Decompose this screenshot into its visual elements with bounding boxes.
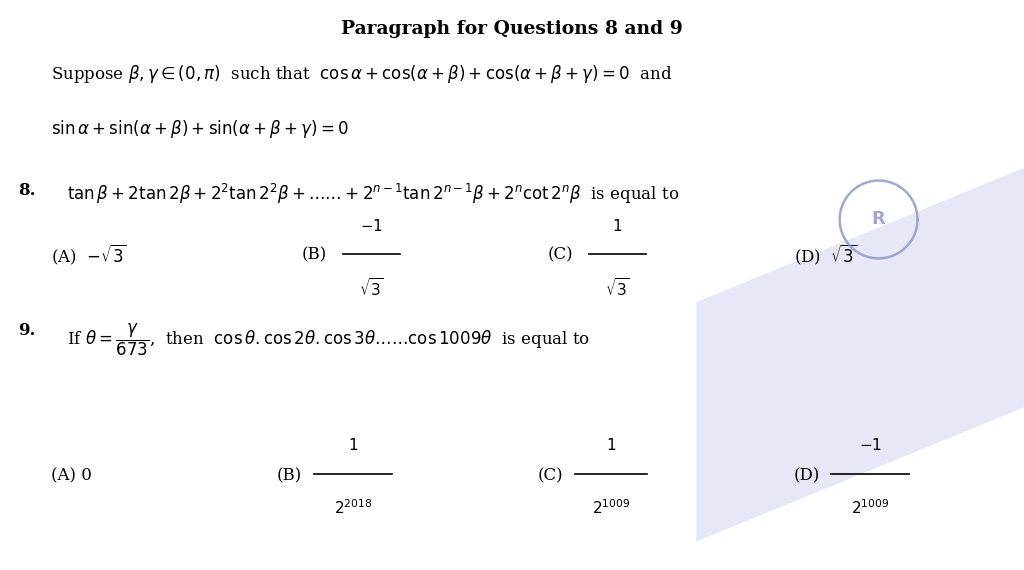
Text: $-1$: $-1$: [859, 437, 882, 453]
Text: (C): (C): [538, 467, 563, 484]
Text: 8.: 8.: [18, 182, 36, 200]
Text: (A) 0: (A) 0: [51, 467, 92, 484]
Text: (B): (B): [276, 467, 302, 484]
Text: $2^{1009}$: $2^{1009}$: [592, 499, 631, 518]
Text: (A)  $-\sqrt{3}$: (A) $-\sqrt{3}$: [51, 243, 127, 267]
Text: $\tan\beta + 2\tan 2\beta + 2^2\tan 2^2\beta + \ldots\ldots + 2^{n-1}\tan 2^{n-1: $\tan\beta + 2\tan 2\beta + 2^2\tan 2^2\…: [67, 182, 679, 206]
Text: 9.: 9.: [18, 322, 36, 339]
Text: $1$: $1$: [348, 437, 358, 453]
Text: $2^{2018}$: $2^{2018}$: [334, 499, 373, 518]
Text: $1$: $1$: [606, 437, 616, 453]
Text: Paragraph for Questions 8 and 9: Paragraph for Questions 8 and 9: [341, 20, 683, 38]
Text: (D)  $\sqrt{3}$: (D) $\sqrt{3}$: [794, 243, 857, 267]
Text: $1$: $1$: [612, 218, 623, 234]
Text: $2^{1009}$: $2^{1009}$: [851, 499, 890, 518]
Text: (B): (B): [302, 247, 328, 264]
Text: If $\theta = \dfrac{\gamma}{673}$,  then  $\cos\theta . \cos 2\theta . \cos 3\th: If $\theta = \dfrac{\gamma}{673}$, then …: [67, 322, 590, 359]
Text: (C): (C): [548, 247, 573, 264]
Polygon shape: [696, 160, 1024, 542]
Text: $\mathregular{R}$: $\mathregular{R}$: [870, 210, 887, 229]
Text: $\sin\alpha + \sin(\alpha + \beta) + \sin(\alpha + \beta + \gamma) = 0$: $\sin\alpha + \sin(\alpha + \beta) + \si…: [51, 118, 349, 140]
Text: Suppose $\beta, \gamma \in (0, \pi)$  such that  $\cos\alpha + \cos(\alpha + \be: Suppose $\beta, \gamma \in (0, \pi)$ suc…: [51, 63, 673, 85]
Text: $-1$: $-1$: [360, 218, 383, 234]
Text: $\sqrt{3}$: $\sqrt{3}$: [605, 277, 630, 299]
Text: $\sqrt{3}$: $\sqrt{3}$: [359, 277, 384, 299]
Text: (D): (D): [794, 467, 820, 484]
